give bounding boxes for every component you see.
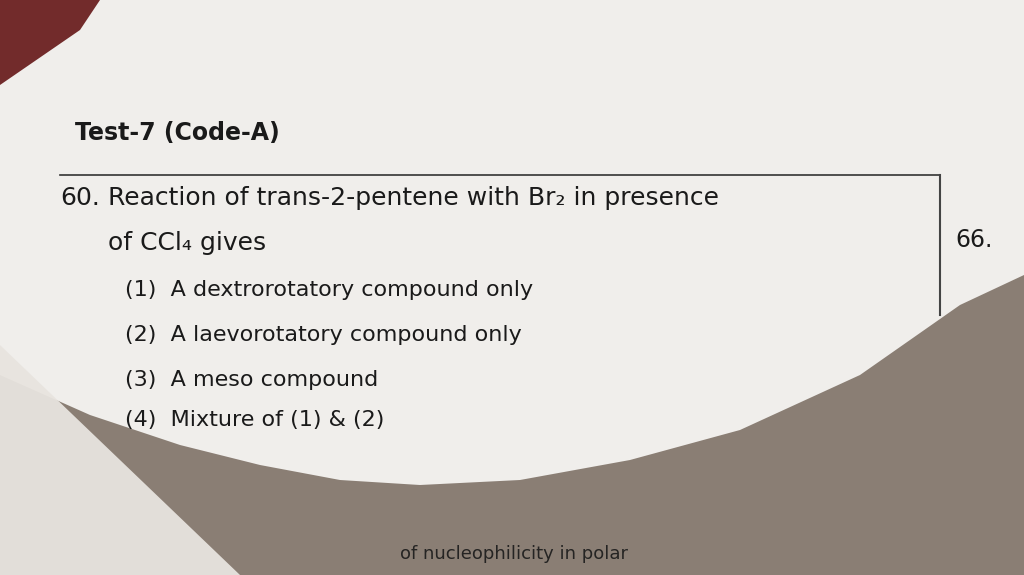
Polygon shape [0,345,240,575]
Text: 66.: 66. [955,228,992,252]
Text: (2)  A laevorotatory compound only: (2) A laevorotatory compound only [125,325,522,345]
Text: of CCl₄ gives: of CCl₄ gives [108,231,266,255]
Text: Reaction of trans-2-pentene with Br₂ in presence: Reaction of trans-2-pentene with Br₂ in … [108,186,719,210]
Text: (4)  Mixture of (1) & (2): (4) Mixture of (1) & (2) [125,410,384,430]
Text: of nucleophilicity in polar: of nucleophilicity in polar [400,545,628,563]
Text: (1)  A dextrorotatory compound only: (1) A dextrorotatory compound only [125,280,534,300]
Text: (3)  A meso compound: (3) A meso compound [125,370,378,390]
Polygon shape [0,0,100,85]
Text: 60.: 60. [60,186,100,210]
Text: Test-7 (Code-A): Test-7 (Code-A) [75,121,280,145]
Polygon shape [0,275,1024,575]
